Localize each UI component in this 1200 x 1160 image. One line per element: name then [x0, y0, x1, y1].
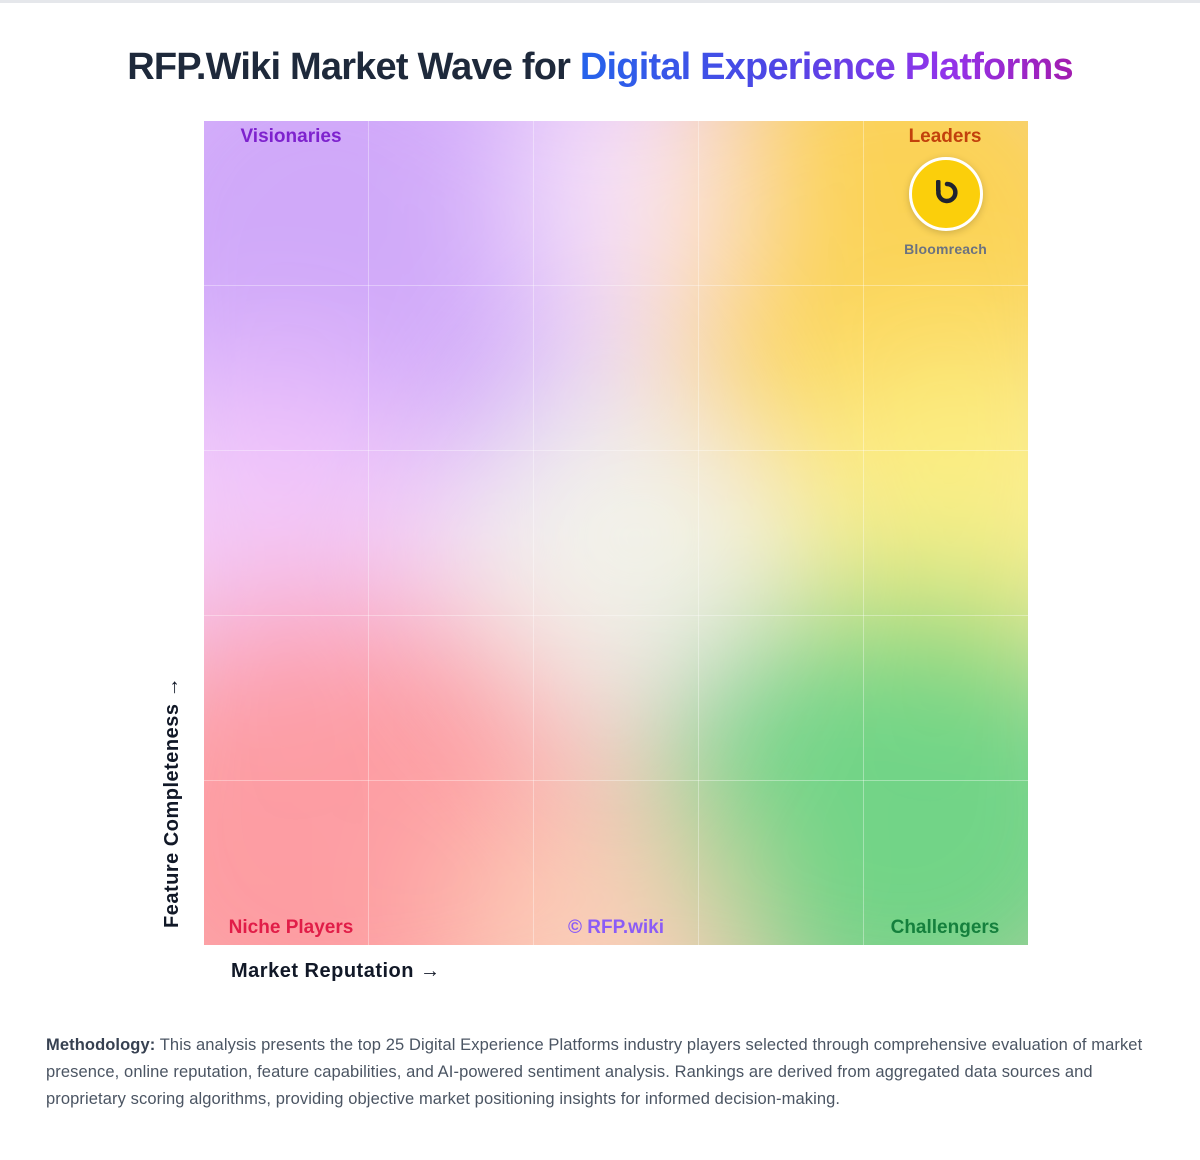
grid-line: [204, 615, 1028, 616]
grid-line: [204, 780, 1028, 781]
quadrant-label-challengers: Challengers: [890, 917, 1000, 938]
vendor-point-bloomreach[interactable]: Bloomreach: [886, 157, 1006, 257]
grid-line: [698, 121, 699, 945]
grid-line: [204, 285, 1028, 286]
plot-background: [204, 121, 1028, 945]
top-divider: [0, 0, 1200, 3]
title-highlight: Digital Experience Platforms: [579, 46, 1074, 88]
y-axis-label: Feature Completeness →: [161, 676, 183, 928]
grid-line: [863, 121, 864, 945]
grid-line: [204, 450, 1028, 451]
quadrant-label-visionaries: Visionaries: [240, 126, 342, 147]
methodology-text: This analysis presents the top 25 Digita…: [46, 1036, 1143, 1108]
vendor-logo-icon: [908, 157, 983, 232]
watermark: © RFP.wiki: [567, 917, 664, 938]
grid-line: [368, 121, 369, 945]
title-prefix: RFP.Wiki Market Wave for: [127, 46, 580, 88]
methodology-label: Methodology:: [46, 1036, 156, 1054]
vendor-name: Bloomreach: [904, 241, 988, 258]
quadrant-label-niche-players: Niche Players: [228, 917, 354, 938]
grid-line: [533, 121, 534, 945]
market-wave-plot: Visionaries Leaders Niche Players Challe…: [204, 121, 1028, 945]
x-axis-label: Market Reputation →: [231, 960, 441, 982]
quadrant-label-leaders: Leaders: [908, 126, 982, 147]
methodology-note: Methodology: This analysis presents the …: [46, 1032, 1158, 1113]
page-title: RFP.Wiki Market Wave for Digital Experie…: [0, 46, 1200, 89]
